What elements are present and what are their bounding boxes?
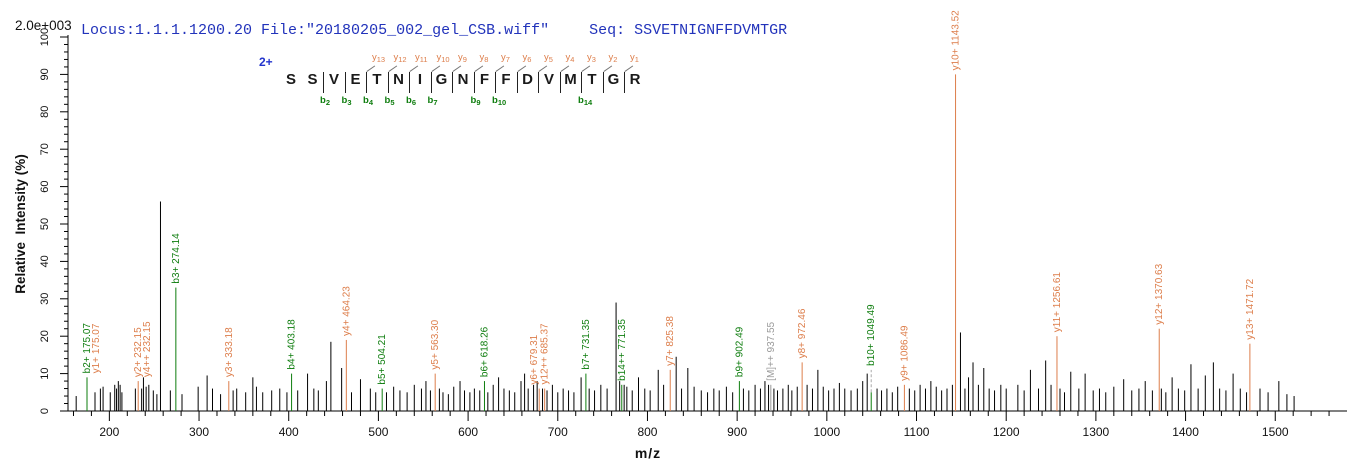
x-tick-label: 1400	[1172, 425, 1199, 439]
y-tick-label: 0	[39, 408, 51, 414]
peak-label: y10+ 1143.52	[951, 10, 962, 71]
intensity-scale-label: 2.0e+003	[15, 18, 72, 33]
peak-label: b10+ 1049.49	[866, 304, 877, 366]
peak-label: [M]++ 937.55	[766, 321, 777, 380]
x-tick-label: 1500	[1262, 425, 1289, 439]
peak-label: y4++ 232.15	[142, 321, 153, 377]
x-tick-label: 1000	[813, 425, 840, 439]
x-tick-label: 1100	[904, 425, 930, 439]
peak-label: y7+ 825.38	[665, 316, 676, 366]
x-tick-label: 400	[279, 425, 299, 439]
x-tick-label: 300	[189, 425, 209, 439]
peak-label: y2+ 232.15	[133, 327, 144, 377]
peak-label: y12+ 1370.63	[1154, 263, 1165, 324]
y-tick-label: 10	[39, 367, 51, 379]
spectrum-header: Locus:1.1.1.1200.20 File:"20180205_002_g…	[63, 5, 787, 39]
peak-label: b14++ 771.35	[617, 319, 628, 381]
peak-label: y11+ 1256.61	[1052, 272, 1063, 333]
y-tick-label: 30	[39, 293, 51, 305]
peak-label: y12++ 685.37	[540, 323, 551, 385]
peak-label: y8+ 972.46	[797, 308, 808, 358]
peak-label: b3+ 274.14	[171, 233, 182, 284]
x-tick-label: 600	[458, 425, 478, 439]
peak-label: y4+ 464.23	[341, 286, 352, 336]
y-tick-label: 20	[39, 330, 51, 342]
seq-label: Seq:	[589, 22, 626, 39]
peak-label: y6+ 679.31	[529, 334, 540, 384]
x-tick-label: 200	[99, 425, 119, 439]
y-tick-label: 40	[39, 255, 51, 267]
locus-file-label: Locus:1.1.1.1200.20 File:"20180205_002_g…	[81, 22, 550, 39]
y-axis-ticks: 0 10 20 30 40 50 60 70 80 90 100	[39, 28, 68, 414]
x-tick-label: 500	[368, 425, 388, 439]
peak-label: b5+ 504.21	[377, 334, 388, 385]
y-tick-label: 50	[39, 218, 51, 230]
x-tick-label: 700	[548, 425, 568, 439]
noise-peaks	[75, 201, 1295, 411]
y-axis-title: Relative Intensity (%)	[13, 154, 28, 294]
x-tick-label: 1300	[1083, 425, 1110, 439]
y-tick-label: 70	[39, 143, 51, 155]
peak-label: y9+ 1086.49	[899, 325, 910, 381]
x-axis-ticks: 200 300 400 500 600 700 800 900 1000 1100 1200 1300…	[72, 411, 1330, 439]
x-tick-label: 800	[637, 425, 657, 439]
peak-label: b7+ 731.35	[581, 319, 592, 370]
peak-label: b4+ 403.18	[287, 319, 298, 370]
y-tick-label: 80	[39, 106, 51, 118]
peak-label: b2+ 175.07	[82, 323, 93, 374]
y-tick-label: 90	[39, 68, 51, 80]
y-tick-label: 100	[39, 28, 51, 46]
peak-label: y5+ 563.30	[430, 319, 441, 369]
peak-label: b6+ 618.26	[479, 326, 490, 377]
x-tick-label: 900	[727, 425, 747, 439]
peak-label: y13+ 1471.72	[1245, 278, 1256, 339]
peak-label: y3+ 333.18	[224, 327, 235, 377]
peak-label: y1+ 175.07	[91, 323, 102, 373]
y-tick-label: 60	[39, 180, 51, 192]
sequence-value: SSVETNIGNFFDVMTGR	[634, 22, 788, 39]
peak-label: b9+ 902.49	[734, 326, 745, 377]
axes: m/z Relative Intensity (%)	[13, 35, 1347, 461]
x-axis-title: m/z	[635, 445, 661, 461]
x-tick-label: 1200	[993, 425, 1020, 439]
